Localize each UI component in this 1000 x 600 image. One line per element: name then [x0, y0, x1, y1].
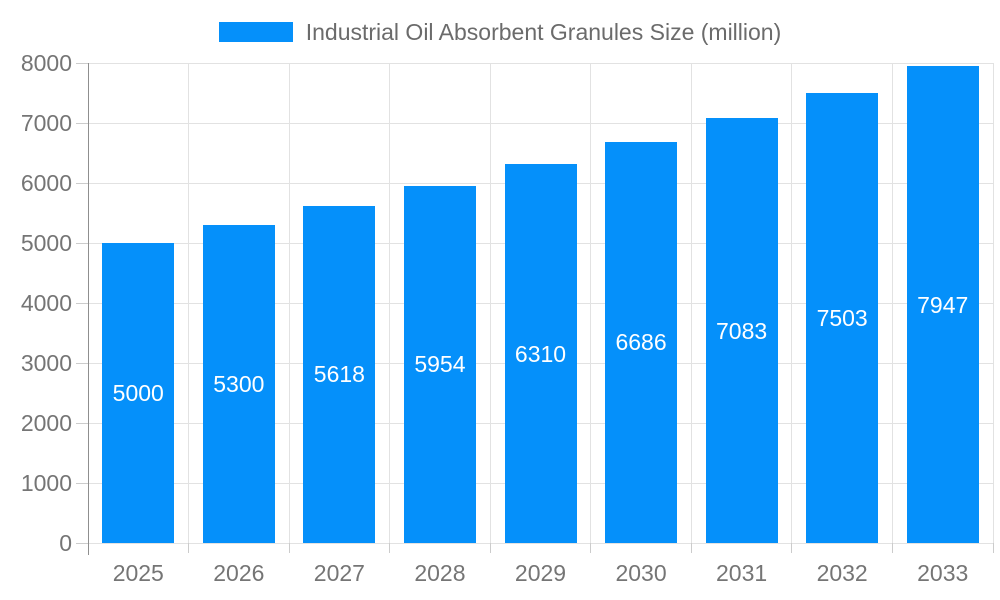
v-gridline [288, 63, 290, 543]
y-tick [76, 242, 88, 244]
bar: 7503 [806, 92, 879, 543]
bar-value-label: 5954 [414, 351, 466, 378]
y-axis-label: 1000 [20, 470, 72, 496]
y-axis-label: 6000 [20, 170, 72, 196]
y-axis-label: 0 [59, 530, 72, 556]
h-gridline [88, 542, 993, 544]
v-gridline [891, 63, 893, 543]
h-gridline [88, 122, 993, 124]
y-tick [76, 362, 88, 364]
y-axis-label: 7000 [20, 110, 72, 136]
y-axis-label: 4000 [20, 290, 72, 316]
v-gridline [188, 63, 190, 543]
y-tick [76, 542, 88, 544]
y-tick [76, 62, 88, 64]
plot-area: 0 1000 2000 3000 4000 5000 6000 7000 8000 5000 202… [21, 50, 994, 586]
bar-value-label: 7503 [816, 304, 868, 331]
x-tick [389, 543, 391, 553]
bar: 7083 [705, 118, 778, 543]
v-gridline [791, 63, 793, 543]
y-axis-label: 2000 [20, 410, 72, 436]
x-tick [489, 543, 491, 553]
x-axis-label: 2032 [816, 560, 868, 586]
bar-value-label: 6310 [514, 340, 567, 367]
chart-legend[interactable]: Industrial Oil Absorbent Granules Size (… [0, 18, 1000, 46]
y-axis-line [87, 63, 89, 555]
x-tick [891, 543, 893, 553]
y-axis-label: 5000 [20, 230, 72, 256]
y-axis-label: 3000 [20, 350, 72, 376]
y-axis-label: 8000 [20, 50, 72, 76]
x-tick [690, 543, 692, 553]
x-axis-label: 2026 [213, 560, 265, 586]
x-tick [288, 543, 290, 553]
v-gridline [992, 63, 994, 543]
bar: 5000 [102, 243, 175, 543]
bar: 7947 [906, 66, 979, 543]
x-tick [590, 543, 592, 553]
bar: 5954 [403, 185, 476, 543]
v-gridline [389, 63, 391, 543]
legend-color-swatch-icon [218, 22, 293, 42]
bar: 6310 [504, 164, 577, 543]
v-gridline [590, 63, 592, 543]
x-axis-label: 2030 [615, 560, 667, 586]
bar: 5618 [303, 205, 376, 543]
x-axis-label: 2029 [514, 560, 567, 586]
legend-label: Industrial Oil Absorbent Granules Size (… [305, 19, 782, 45]
y-tick [76, 302, 88, 304]
x-axis-label: 2025 [112, 560, 164, 586]
x-axis-label: 2028 [414, 560, 466, 586]
bar-value-label: 5300 [213, 371, 265, 397]
x-axis-label: 2033 [917, 560, 969, 586]
x-tick [188, 543, 190, 553]
bar-value-label: 5000 [112, 380, 164, 406]
bar-value-label: 7083 [716, 317, 768, 344]
y-tick [76, 182, 88, 184]
v-gridline [690, 63, 692, 543]
v-gridline [489, 63, 491, 543]
bar-value-label: 5618 [313, 361, 365, 388]
x-tick [791, 543, 793, 553]
bar: 6686 [605, 141, 678, 543]
x-axis-label: 2031 [716, 560, 768, 586]
bar-value-label: 6686 [615, 329, 667, 356]
y-tick [76, 482, 88, 484]
y-tick [76, 122, 88, 124]
h-gridline [88, 62, 993, 64]
x-tick [992, 543, 994, 553]
y-tick [76, 422, 88, 424]
bar-value-label: 7947 [917, 291, 969, 318]
bar: 5300 [202, 225, 275, 543]
x-axis-label: 2027 [313, 560, 365, 586]
